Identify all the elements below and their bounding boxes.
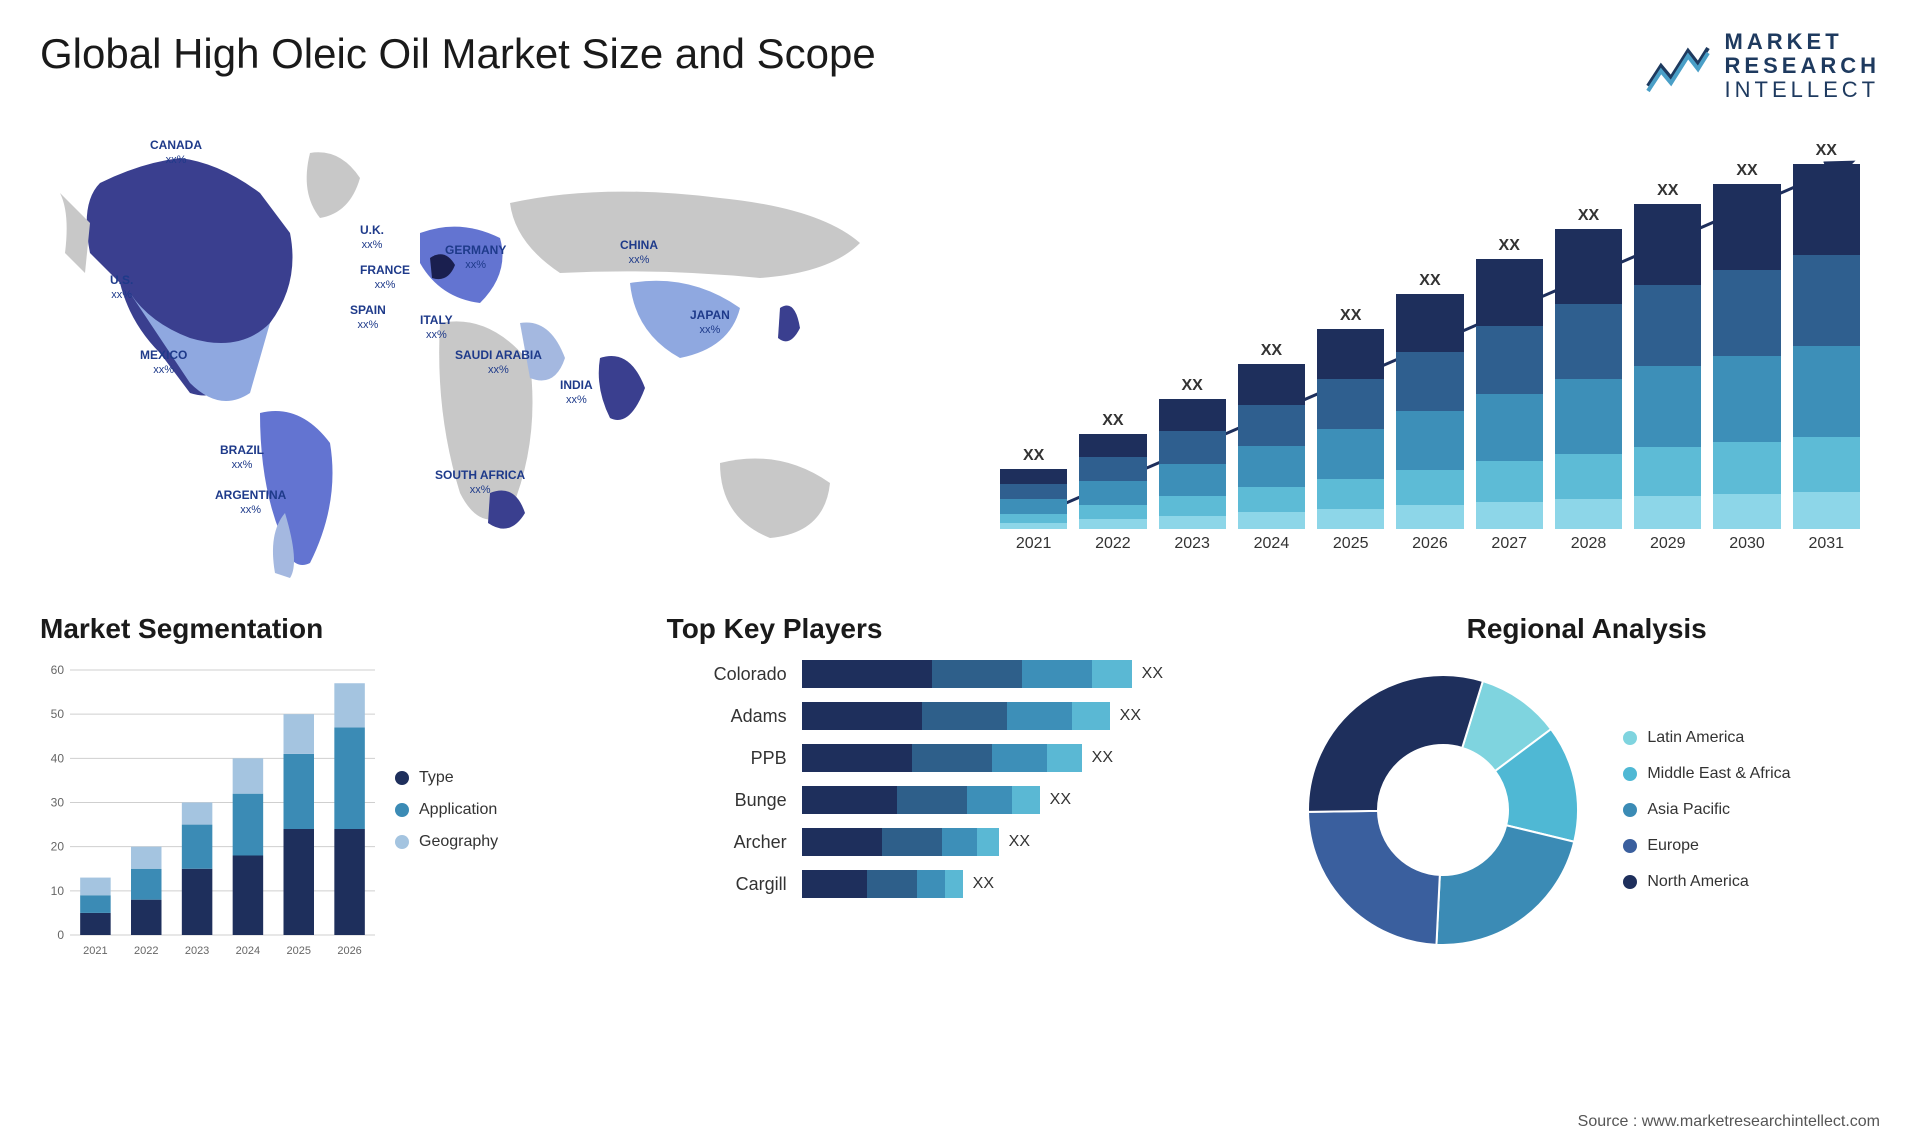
country-label: SAUDI ARABIAxx% [455, 348, 542, 378]
player-label: Colorado [667, 660, 787, 688]
players-title: Top Key Players [667, 613, 1254, 645]
player-bar: XX [802, 786, 1254, 814]
svg-text:2023: 2023 [185, 945, 209, 957]
svg-text:30: 30 [51, 795, 65, 809]
country-label: CHINAxx% [620, 238, 658, 268]
country-label: INDIAxx% [560, 378, 593, 408]
growth-bar: XX2031 [1793, 142, 1860, 553]
world-map: CANADAxx% U.S.xx% MEXICOxx% BRAZILxx% ARGENT… [40, 123, 940, 583]
country-label: JAPANxx% [690, 308, 730, 338]
growth-bar: XX2029 [1634, 182, 1701, 553]
logo-line3: INTELLECT [1725, 78, 1880, 102]
growth-bar: XX2030 [1713, 162, 1780, 553]
legend-item: Middle East & Africa [1623, 765, 1790, 783]
legend-item: North America [1623, 873, 1790, 891]
logo-line1: MARKET [1725, 30, 1880, 54]
country-label: SOUTH AFRICAxx% [435, 468, 525, 498]
legend-item: Geography [395, 833, 498, 851]
country-label: ARGENTINAxx% [215, 488, 286, 518]
svg-text:2021: 2021 [83, 945, 107, 957]
svg-text:60: 60 [51, 663, 65, 677]
legend-item: Europe [1623, 837, 1790, 855]
svg-text:2024: 2024 [236, 945, 260, 957]
svg-text:40: 40 [51, 751, 65, 765]
segmentation-title: Market Segmentation [40, 613, 627, 645]
player-bar: XX [802, 828, 1254, 856]
country-label: SPAINxx% [350, 303, 386, 333]
country-label: MEXICOxx% [140, 348, 187, 378]
player-bar: XX [802, 702, 1254, 730]
segmentation-section: Market Segmentation 0 10 20 30 40 50 60 2021 202… [40, 613, 627, 993]
growth-bar: XX2028 [1555, 207, 1622, 553]
country-label: CANADAxx% [150, 138, 202, 168]
growth-bar: XX2021 [1000, 447, 1067, 553]
svg-text:2026: 2026 [337, 945, 361, 957]
source-attribution: Source : www.marketresearchintellect.com [1578, 1113, 1880, 1131]
player-bar: XX [802, 744, 1254, 772]
growth-bar: XX2027 [1476, 237, 1543, 553]
growth-bar: XX2026 [1396, 272, 1463, 553]
growth-bar-chart: XX2021XX2022XX2023XX2024XX2025XX2026XX20… [980, 123, 1880, 583]
legend-item: Asia Pacific [1623, 801, 1790, 819]
svg-text:50: 50 [51, 707, 65, 721]
player-bar: XX [802, 870, 1254, 898]
country-label: U.S.xx% [110, 273, 133, 303]
country-label: BRAZILxx% [220, 443, 264, 473]
svg-text:0: 0 [57, 928, 64, 942]
regional-title: Regional Analysis [1293, 613, 1880, 645]
player-label: Adams [667, 702, 787, 730]
legend-item: Latin America [1623, 729, 1790, 747]
logo-line2: RESEARCH [1725, 54, 1880, 78]
growth-bar: XX2024 [1238, 342, 1305, 553]
growth-bar: XX2023 [1159, 377, 1226, 553]
svg-text:10: 10 [51, 883, 65, 897]
country-label: ITALYxx% [420, 313, 453, 343]
growth-bar: XX2025 [1317, 307, 1384, 553]
player-label: Cargill [667, 870, 787, 898]
players-section: Top Key Players Colorado Adams PPB Bunge Arc… [667, 613, 1254, 993]
svg-text:20: 20 [51, 839, 65, 853]
brand-logo: MARKET RESEARCH INTELLECT [1643, 30, 1880, 103]
country-label: GERMANYxx% [445, 243, 506, 273]
svg-text:2025: 2025 [287, 945, 311, 957]
growth-bar: XX2022 [1079, 412, 1146, 553]
svg-text:2022: 2022 [134, 945, 158, 957]
legend-item: Application [395, 801, 498, 819]
page-title: Global High Oleic Oil Market Size and Sc… [40, 30, 876, 78]
player-label: Bunge [667, 786, 787, 814]
regional-section: Regional Analysis Latin America Middle Ea… [1293, 613, 1880, 993]
legend-item: Type [395, 769, 498, 787]
player-label: Archer [667, 828, 787, 856]
player-bar: XX [802, 660, 1254, 688]
country-label: U.K.xx% [360, 223, 384, 253]
player-label: PPB [667, 744, 787, 772]
country-label: FRANCExx% [360, 263, 410, 293]
